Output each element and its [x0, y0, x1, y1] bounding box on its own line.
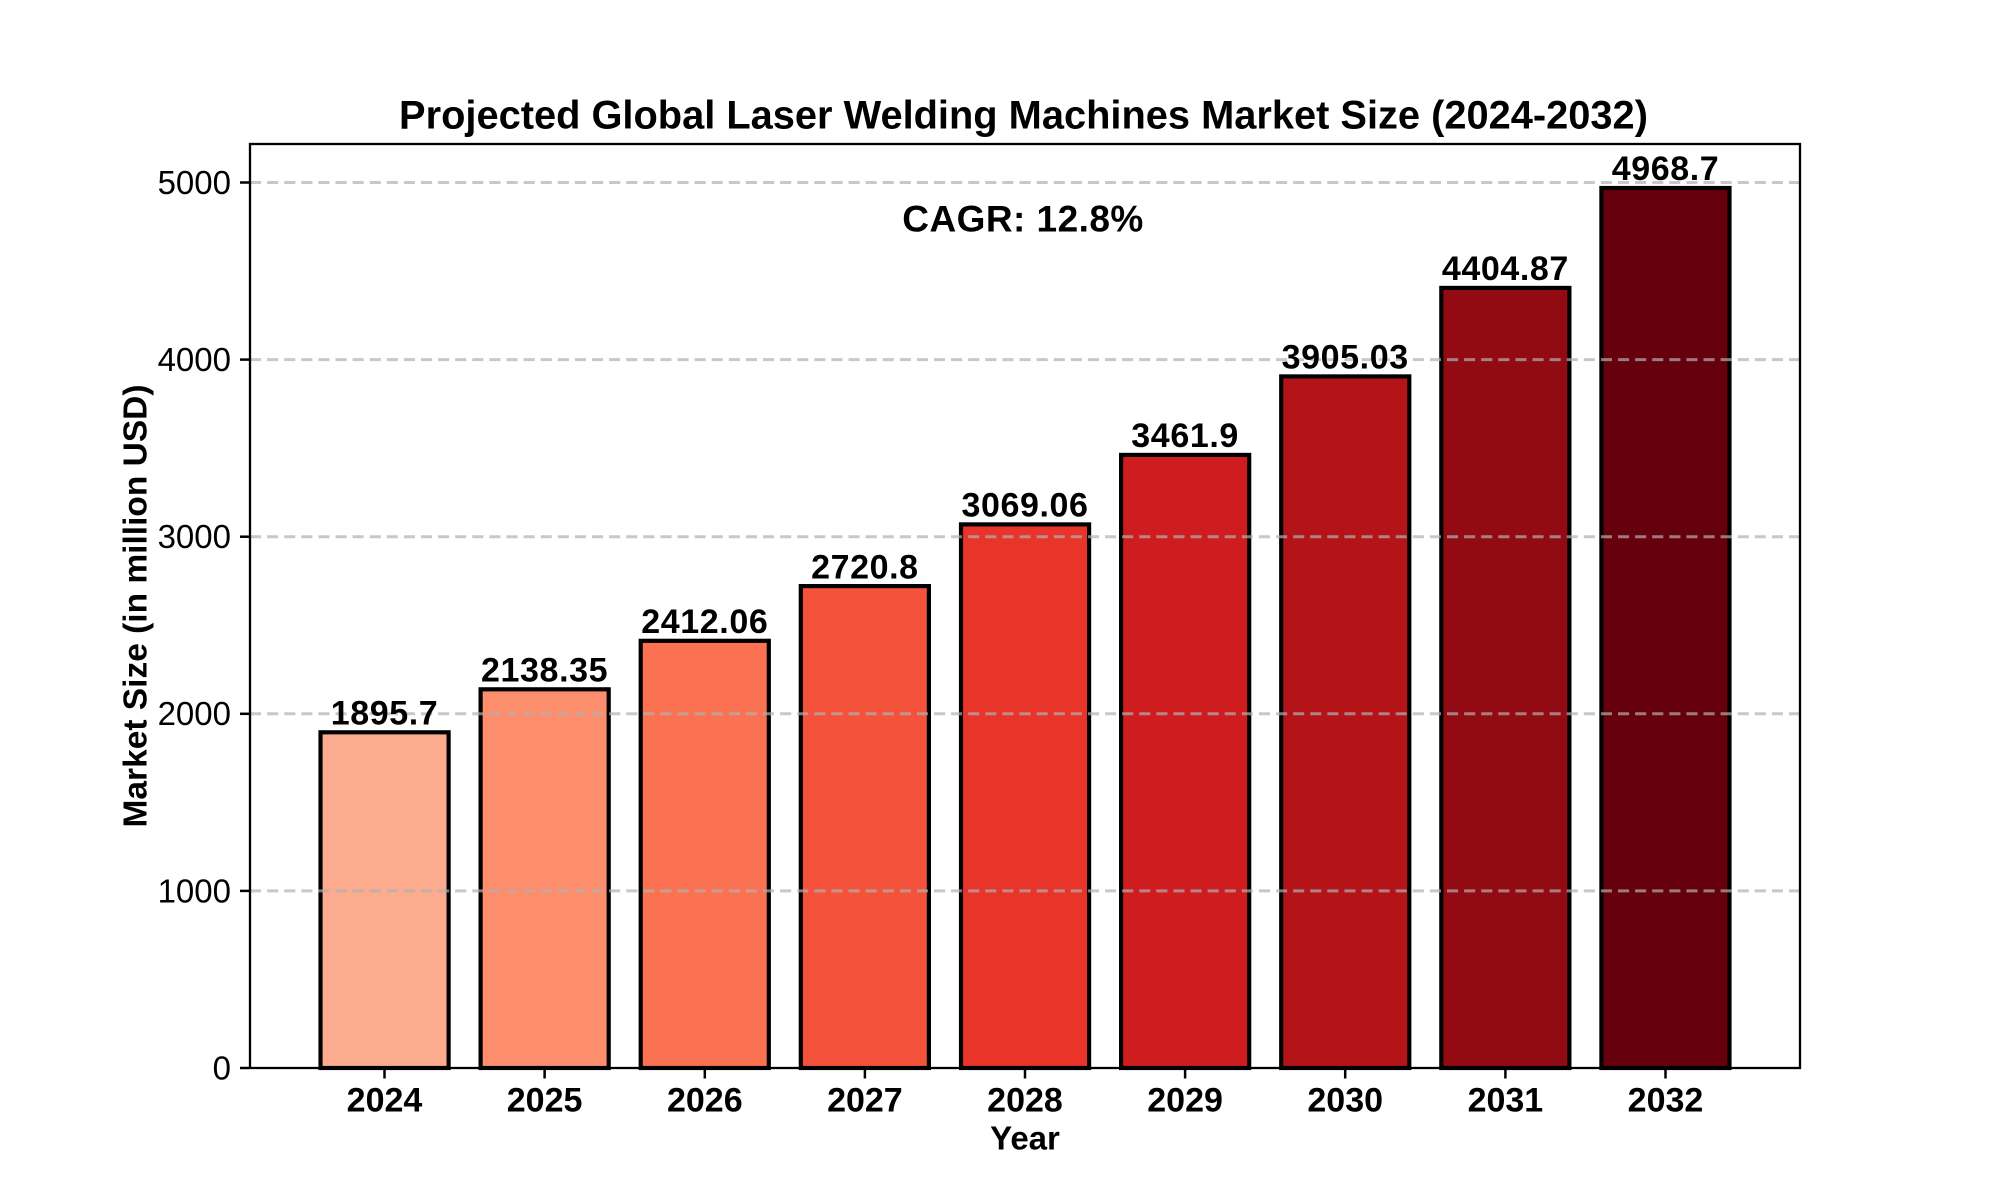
svg-text:4000: 4000: [158, 341, 231, 378]
svg-text:2027: 2027: [827, 1081, 903, 1119]
svg-text:2030: 2030: [1307, 1081, 1383, 1119]
svg-text:3905.03: 3905.03: [1282, 339, 1409, 377]
svg-text:2025: 2025: [507, 1081, 583, 1119]
svg-text:2720.8: 2720.8: [811, 548, 919, 586]
svg-text:2029: 2029: [1147, 1081, 1223, 1119]
svg-text:2028: 2028: [987, 1081, 1063, 1119]
svg-text:Market Size (in million USD): Market Size (in million USD): [118, 384, 155, 827]
svg-text:2032: 2032: [1628, 1081, 1704, 1119]
svg-text:2412.06: 2412.06: [641, 603, 768, 641]
svg-text:Year: Year: [990, 1119, 1060, 1156]
svg-text:4404.87: 4404.87: [1442, 250, 1569, 288]
svg-text:CAGR: 12.8%: CAGR: 12.8%: [902, 199, 1143, 240]
svg-text:5000: 5000: [158, 164, 231, 201]
svg-text:2000: 2000: [158, 695, 231, 732]
svg-text:2024: 2024: [347, 1081, 423, 1119]
svg-text:1895.7: 1895.7: [331, 694, 439, 732]
svg-text:2026: 2026: [667, 1081, 743, 1119]
svg-text:2138.35: 2138.35: [481, 651, 608, 689]
svg-text:3461.9: 3461.9: [1131, 417, 1239, 455]
svg-text:1000: 1000: [158, 872, 231, 909]
svg-text:0: 0: [213, 1049, 231, 1086]
svg-text:Projected Global Laser Welding: Projected Global Laser Welding Machines …: [399, 93, 1648, 137]
svg-text:4968.7: 4968.7: [1612, 150, 1720, 188]
svg-text:3069.06: 3069.06: [961, 487, 1088, 525]
svg-text:2031: 2031: [1468, 1081, 1544, 1119]
svg-text:3000: 3000: [158, 518, 231, 555]
